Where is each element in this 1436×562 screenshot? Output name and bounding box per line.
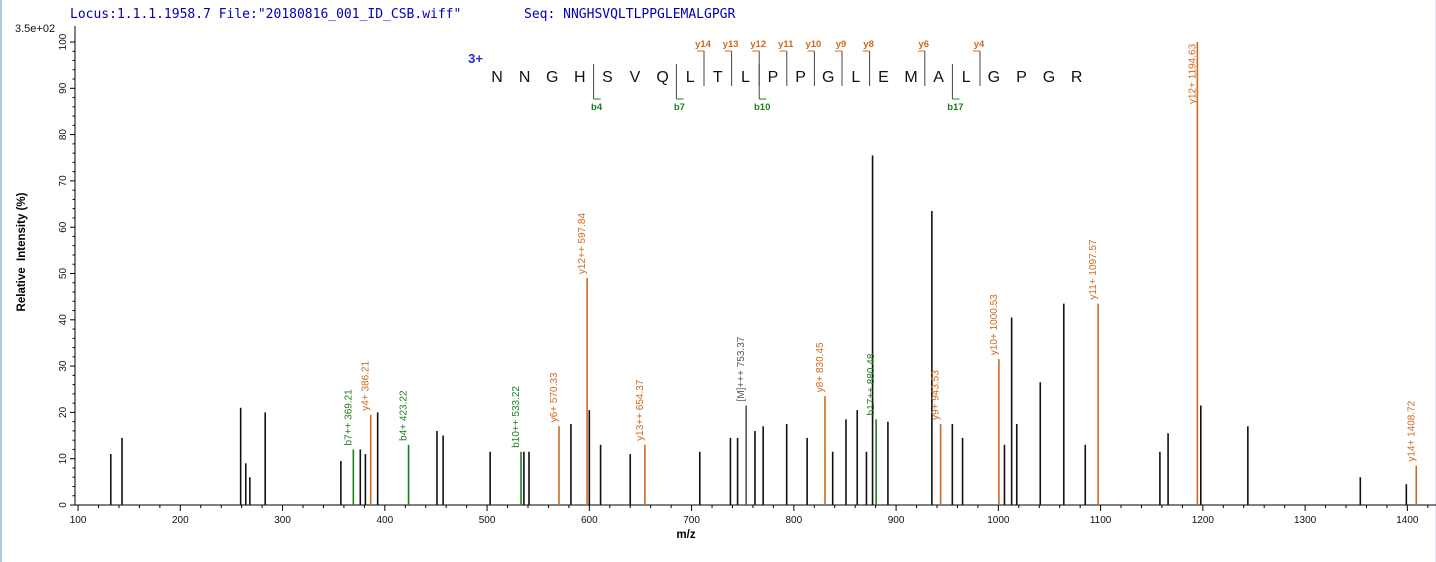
sequence-residue: L — [851, 69, 860, 86]
sequence-residue: P — [768, 69, 779, 86]
peak-annotation-label: y9+ 943.53 — [931, 370, 942, 420]
x-tick-label: 100 — [70, 515, 87, 526]
sequence-residue: G — [546, 69, 558, 86]
peak-annotation-label: y12++ 597.84 — [577, 213, 588, 275]
b-ion-label: b7 — [674, 102, 685, 113]
y-ion-label: y10 — [805, 39, 821, 50]
sequence-residue: P — [795, 69, 806, 86]
peak-annotation-label: y14+ 1408.72 — [1406, 400, 1417, 461]
y-tick-label: 80 — [58, 129, 69, 141]
x-tick-label: 500 — [479, 515, 496, 526]
peak-annotation-label: [M]+++ 753.37 — [736, 336, 747, 401]
sequence-residue: E — [878, 69, 889, 86]
b-ion-label: b10 — [754, 102, 770, 113]
peak-annotation-label: y8+ 830.45 — [815, 342, 826, 392]
sequence-residue: G — [822, 69, 834, 86]
y-ion-label: y13 — [723, 39, 739, 50]
sequence-residue: T — [713, 69, 723, 86]
sequence-residue: M — [904, 69, 917, 86]
x-tick-label: 1400 — [1396, 515, 1419, 526]
sequence-residue: G — [1043, 69, 1055, 86]
precursor-charge-label: 3+ — [468, 51, 483, 66]
sequence-residue: R — [1071, 69, 1083, 86]
sequence-residue: L — [686, 69, 695, 86]
y-tick-label: 10 — [58, 453, 69, 465]
x-tick-label: 800 — [785, 515, 802, 526]
peak-annotation-label: y4+ 386.21 — [361, 361, 372, 411]
sequence-residue: S — [602, 69, 613, 86]
x-tick-label: 600 — [581, 515, 598, 526]
sequence-residue: N — [519, 69, 531, 86]
y-tick-label: 70 — [58, 175, 69, 187]
x-tick-label: 300 — [274, 515, 291, 526]
x-tick-label: 1100 — [1090, 515, 1112, 526]
base-peak-intensity-label: 3.5e+02 — [15, 23, 56, 35]
y-ion-label: y11 — [778, 39, 794, 50]
sequence-residue: N — [491, 69, 503, 86]
peak-annotation-label: b4+ 423.22 — [399, 390, 410, 441]
window-left-edge — [0, 0, 2, 562]
x-tick-label: 900 — [888, 515, 905, 526]
peak-annotation-label: y12+ 1194.63 — [1187, 43, 1198, 104]
sequence-residue: Q — [656, 69, 668, 86]
y-ion-label: y14 — [695, 39, 712, 50]
x-tick-label: 1300 — [1294, 515, 1317, 526]
x-axis-title: m/z — [676, 529, 696, 541]
y-tick-label: 40 — [58, 314, 69, 326]
peptide-sequence-label: Seq: NNGHSVQLTLPPGLEMALGPGR — [524, 7, 736, 22]
b-ion-label: b4 — [591, 102, 603, 113]
peak-annotation-label: b7++ 369.21 — [343, 389, 354, 446]
peak-annotation-label: y13++ 654.37 — [635, 379, 646, 441]
peak-annotation-label: y10+ 1000.53 — [989, 294, 1000, 355]
sequence-residue: V — [630, 69, 641, 86]
sequence-residue: H — [574, 69, 586, 86]
x-tick-label: 1200 — [1192, 515, 1215, 526]
peak-annotation-label: y11+ 1097.57 — [1088, 239, 1099, 300]
y-ion-label: y6 — [919, 39, 930, 50]
sequence-residue: L — [741, 69, 750, 86]
x-tick-label: 1000 — [987, 515, 1010, 526]
y-ion-label: y4 — [974, 39, 985, 50]
peak-annotation-label: b10++ 533.22 — [511, 386, 522, 448]
y-ion-label: y9 — [836, 39, 847, 50]
peak-annotation-label: b17++ 880.48 — [866, 353, 877, 415]
peak-annotation-label: y6+ 570.33 — [549, 372, 560, 422]
b-ion-label: b17 — [947, 102, 963, 113]
y-tick-label: 30 — [58, 360, 69, 372]
y-ion-label: y8 — [863, 39, 874, 50]
y-tick-label: 60 — [58, 221, 69, 233]
y-tick-label: 90 — [58, 82, 69, 94]
x-tick-label: 200 — [172, 515, 189, 526]
x-tick-label: 400 — [376, 515, 393, 526]
y-tick-label: 20 — [58, 406, 69, 418]
sequence-residue: A — [933, 69, 944, 86]
sequence-residue: L — [962, 69, 971, 86]
y-tick-label: 100 — [58, 33, 69, 50]
sequence-residue: G — [988, 69, 1000, 86]
y-ion-label: y12 — [750, 39, 766, 50]
locus-file-label: Locus:1.1.1.1958.7 File:"20180816_001_ID… — [70, 7, 462, 22]
x-tick-label: 700 — [683, 515, 700, 526]
y-tick-label: 50 — [58, 268, 69, 280]
sequence-residue: P — [1016, 69, 1027, 86]
y-tick-label: 0 — [58, 502, 69, 508]
